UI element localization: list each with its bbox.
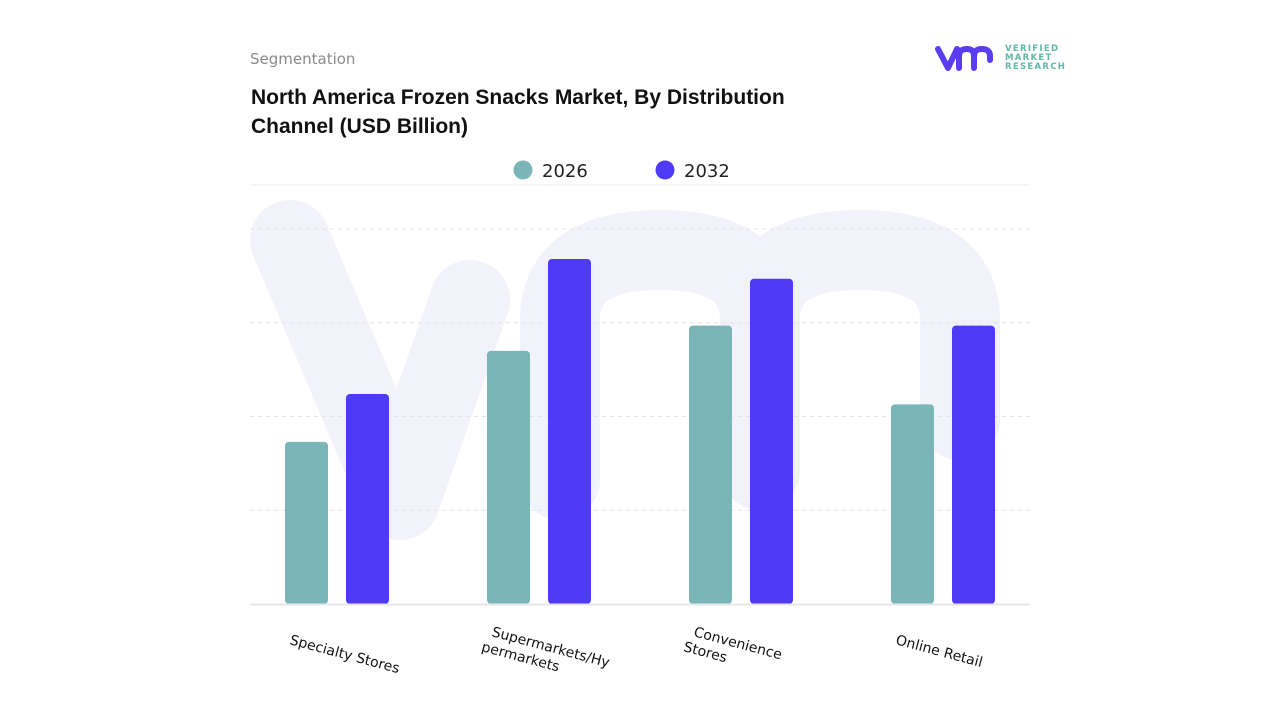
watermark-logo — [250, 200, 1000, 540]
x-tick-labels: Specialty Stores Supermarkets/Hypermarket… — [288, 623, 984, 688]
bar-2026-0 — [285, 441, 328, 604]
bar-2026-1 — [487, 350, 530, 604]
logo-text: VERIFIED MARKET RESEARCH — [1005, 43, 1067, 72]
bar-2026-3 — [891, 404, 934, 604]
legend: 2026 2032 — [513, 160, 730, 182]
vmr-logo-icon — [935, 46, 993, 71]
legend-marker-2026 — [513, 160, 533, 180]
segment-label: Segmentation — [250, 50, 356, 68]
bar-2032-3 — [952, 325, 995, 604]
bar-2032-2 — [750, 278, 793, 604]
legend-label-2026: 2026 — [542, 161, 588, 182]
bars — [285, 259, 995, 604]
vmr-logo: VERIFIED MARKET RESEARCH — [935, 44, 1066, 72]
x-tick-label: Online Retail — [894, 632, 984, 671]
x-tick-label: Specialty Stores — [288, 632, 401, 677]
bar-2032-1 — [548, 259, 591, 604]
chart-title: North America Frozen Snacks Market, By D… — [251, 86, 785, 138]
bar-2032-0 — [346, 394, 389, 604]
x-tick-label: Supermarkets/Hypermarkets — [480, 623, 611, 688]
bar-2026-2 — [689, 325, 732, 604]
legend-marker-2032 — [655, 160, 675, 180]
legend-label-2032: 2032 — [684, 161, 730, 182]
x-tick-label: ConvenienceStores — [682, 623, 784, 680]
